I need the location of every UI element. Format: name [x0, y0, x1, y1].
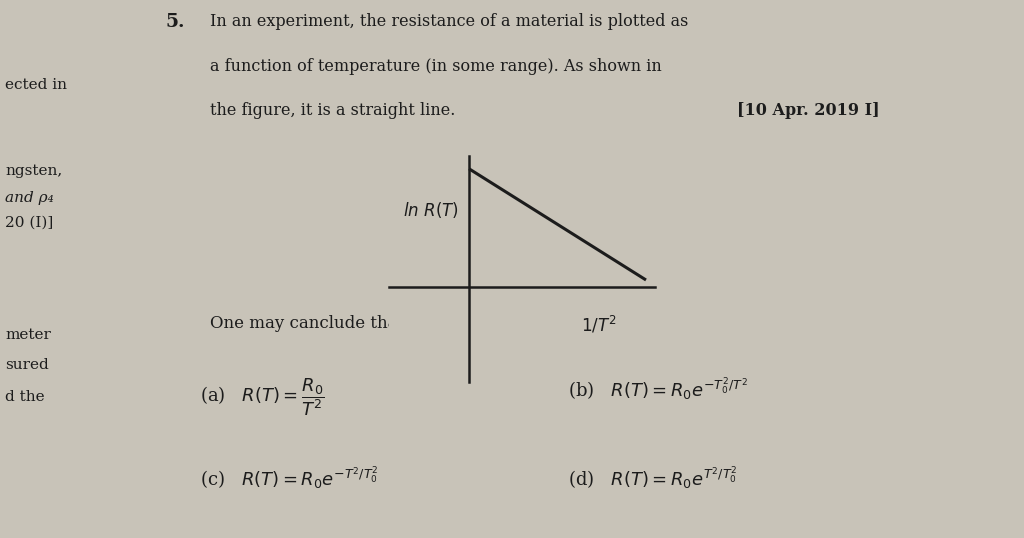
Text: the figure, it is a straight line.: the figure, it is a straight line. — [210, 102, 456, 119]
Text: (a)   $R(T) = \dfrac{R_0}{T^2}$: (a) $R(T) = \dfrac{R_0}{T^2}$ — [200, 377, 325, 419]
Text: meter: meter — [5, 328, 51, 342]
Text: (d)   $R(T) = R_0 e^{T^2/T_0^2}$: (d) $R(T) = R_0 e^{T^2/T_0^2}$ — [568, 465, 737, 492]
Text: a function of temperature (in some range). As shown in: a function of temperature (in some range… — [210, 58, 662, 75]
Text: $1/T^2$: $1/T^2$ — [581, 314, 616, 335]
Text: [10 Apr. 2019 I]: [10 Apr. 2019 I] — [737, 102, 880, 119]
Text: ected in: ected in — [5, 78, 68, 92]
Text: In an experiment, the resistance of a material is plotted as: In an experiment, the resistance of a ma… — [210, 13, 688, 31]
Text: 5.: 5. — [166, 13, 185, 31]
Text: 20 (I)]: 20 (I)] — [5, 215, 53, 229]
Text: and ρ₄: and ρ₄ — [5, 191, 54, 205]
Text: d the: d the — [5, 390, 45, 404]
Text: $ln\ R(T)$: $ln\ R(T)$ — [402, 200, 459, 220]
Text: (c)   $R(T) = R_0 e^{-T^2/T_0^2}$: (c) $R(T) = R_0 e^{-T^2/T_0^2}$ — [200, 465, 378, 492]
Text: (b)   $R(T) = R_0 e^{-T_0^2/T^2}$: (b) $R(T) = R_0 e^{-T_0^2/T^2}$ — [568, 377, 749, 403]
Text: ngsten,: ngsten, — [5, 164, 62, 178]
Text: sured: sured — [5, 358, 49, 372]
Text: One may canclude that:: One may canclude that: — [210, 315, 410, 332]
